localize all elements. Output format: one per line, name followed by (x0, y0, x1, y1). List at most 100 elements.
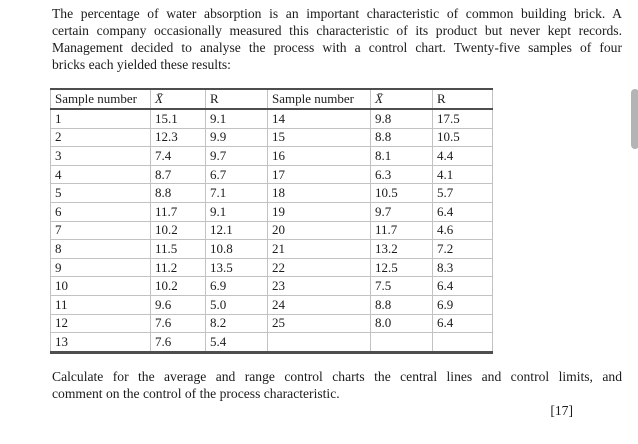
table-cell: 14 (267, 108, 371, 129)
table-cell: 5.7 (432, 183, 493, 203)
table-cell: 8.2 (205, 313, 268, 334)
scrollbar-thumb[interactable] (631, 89, 638, 149)
table-cell: 10.5 (432, 127, 493, 148)
table-cell: 2 (50, 127, 151, 148)
table-cell: 7.4 (150, 146, 206, 166)
table-cell: 23 (267, 276, 371, 296)
table-cell: 10 (50, 276, 151, 296)
intro-paragraph: The percentage of water absorption is an… (52, 5, 622, 73)
table-cell: 6 (50, 201, 151, 222)
table-body: 1 15.1 9.1 14 9.8 17.5 2 12.3 9.9 15 8.8 10.5 3 7.4 9.… (50, 108, 493, 354)
table-cell: 9.9 (205, 127, 268, 148)
table-cell: 9.1 (205, 201, 268, 222)
table-cell (267, 332, 371, 354)
table-row: 10 10.2 6.9 23 7.5 6.4 (50, 276, 493, 296)
table-cell: 5 (50, 183, 151, 203)
table-cell: 7.2 (432, 239, 493, 259)
table-cell: 9.1 (205, 108, 268, 129)
table-cell: 8.1 (370, 146, 433, 166)
table-cell: 9.7 (205, 146, 268, 166)
table-cell: 11.7 (370, 220, 433, 241)
table-cell: 4 (50, 164, 151, 185)
marks-label: [17] (550, 403, 573, 418)
paragraph-line: Calculate for the average and range cont… (52, 369, 622, 384)
paragraph-line: Management decided to analyse the proces… (52, 40, 622, 55)
table-cell: 7.5 (370, 276, 433, 296)
table-cell: 7.6 (150, 313, 206, 334)
table-cell: 6.4 (432, 201, 493, 222)
table-cell: 11.7 (150, 201, 206, 222)
table-cell: 8.0 (370, 313, 433, 334)
table-cell: 4.4 (432, 146, 493, 166)
table-cell: 13 (50, 332, 151, 354)
table-cell: 10.2 (150, 220, 206, 241)
table-cell: 13.2 (370, 239, 433, 259)
table-cell: 15.1 (150, 108, 206, 129)
table-cell: 6.9 (205, 276, 268, 296)
table-row: 11 9.6 5.0 24 8.8 6.9 (50, 294, 493, 315)
table-cell: 11 (50, 294, 151, 315)
table-row: 4 8.7 6.7 17 6.3 4.1 (50, 164, 493, 185)
question-paragraph: Calculate for the average and range cont… (52, 368, 622, 402)
table-row: 2 12.3 9.9 15 8.8 10.5 (50, 127, 493, 148)
column-header-sample-number: Sample number (267, 88, 371, 110)
table-cell: 8.3 (432, 257, 493, 278)
table-cell: 8.8 (370, 127, 433, 148)
table-cell: 12.5 (370, 257, 433, 278)
column-header-range: R (205, 88, 268, 110)
table-cell: 13.5 (205, 257, 268, 278)
table-cell: 5.4 (205, 332, 268, 354)
table-row: 7 10.2 12.1 20 11.7 4.6 (50, 220, 493, 241)
table-cell: 8.7 (150, 164, 206, 185)
table-cell: 18 (267, 183, 371, 203)
paragraph-line: bricks each yielded these results: (52, 57, 231, 72)
column-header-sample-number: Sample number (50, 88, 151, 110)
table-cell: 20 (267, 220, 371, 241)
table-cell: 9.6 (150, 294, 206, 315)
table-cell: 3 (50, 146, 151, 166)
table-cell: 7 (50, 220, 151, 241)
column-header-range: R (432, 88, 493, 110)
paragraph-line: The percentage of water absorption is an… (52, 6, 622, 21)
table-cell (432, 332, 493, 354)
table-cell: 16 (267, 146, 371, 166)
table-row: 6 11.7 9.1 19 9.7 6.4 (50, 201, 493, 222)
table-cell: 25 (267, 313, 371, 334)
table-cell: 6.4 (432, 313, 493, 334)
paragraph-line: comment on the control of the process ch… (52, 386, 340, 401)
column-header-xbar: X̄ (150, 88, 206, 110)
table-cell: 4.1 (432, 164, 493, 185)
table-cell: 12 (50, 313, 151, 334)
table-row: 8 11.5 10.8 21 13.2 7.2 (50, 239, 493, 259)
table-cell: 6.7 (205, 164, 268, 185)
table-cell: 12.1 (205, 220, 268, 241)
table-cell: 8.8 (150, 183, 206, 203)
table-cell: 5.0 (205, 294, 268, 315)
table-cell: 11.2 (150, 257, 206, 278)
table-cell: 6.3 (370, 164, 433, 185)
table-cell: 10.5 (370, 183, 433, 203)
table-row: 3 7.4 9.7 16 8.1 4.4 (50, 146, 493, 166)
table-row: 1 15.1 9.1 14 9.8 17.5 (50, 108, 493, 129)
table-cell: 9 (50, 257, 151, 278)
paragraph-line: certain company occasionally measured th… (52, 23, 622, 38)
table-cell: 24 (267, 294, 371, 315)
table-cell: 7.6 (150, 332, 206, 354)
table-cell: 6.9 (432, 294, 493, 315)
table-cell: 10.8 (205, 239, 268, 259)
table-cell: 8 (50, 239, 151, 259)
table-cell: 11.5 (150, 239, 206, 259)
table-cell: 8.8 (370, 294, 433, 315)
table-cell: 10.2 (150, 276, 206, 296)
table-cell: 22 (267, 257, 371, 278)
table-header-row: Sample number X̄ R Sample number X̄ R (50, 88, 493, 110)
table-cell: 4.6 (432, 220, 493, 241)
table-cell: 12.3 (150, 127, 206, 148)
table-cell: 19 (267, 201, 371, 222)
table-row: 9 11.2 13.5 22 12.5 8.3 (50, 257, 493, 278)
table-cell: 17.5 (432, 108, 493, 129)
table-row: 13 7.6 5.4 (50, 332, 493, 354)
table-cell: 15 (267, 127, 371, 148)
